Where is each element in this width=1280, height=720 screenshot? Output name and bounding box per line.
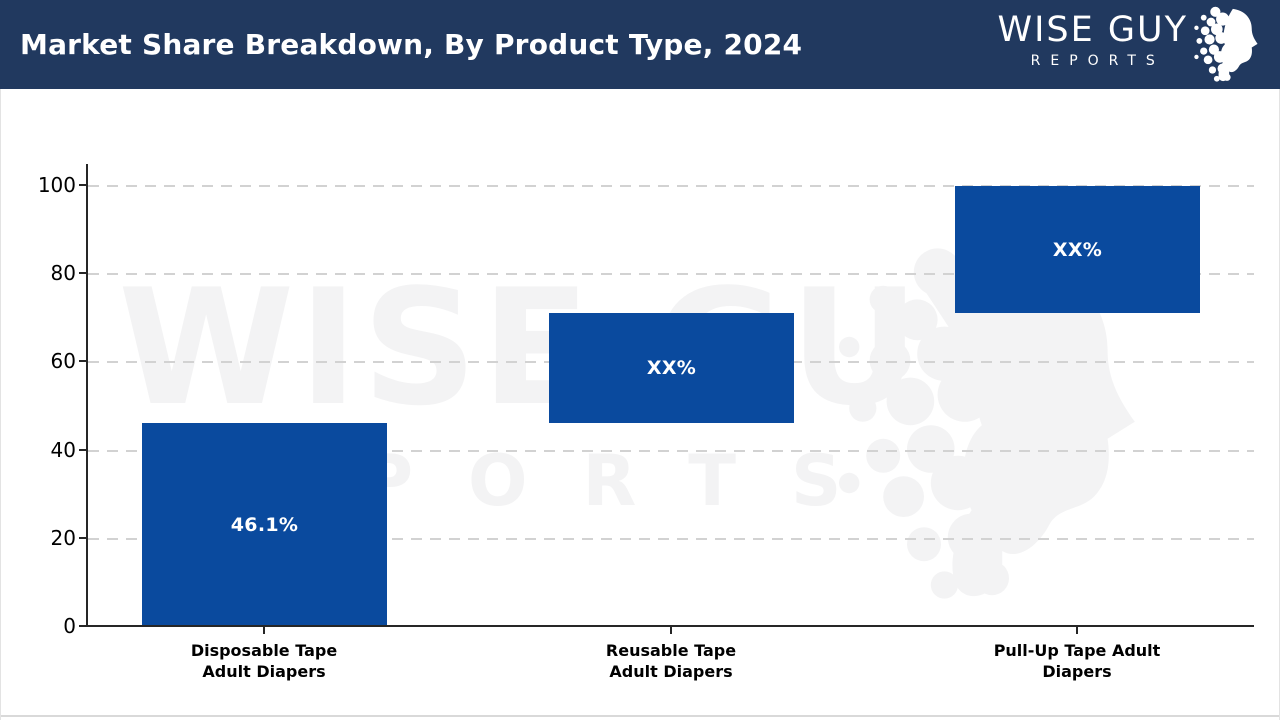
logo-wiseguy-text: WISE GUY — [997, 10, 1188, 50]
gridline-20 — [88, 538, 1254, 540]
bar-value-label: XX% — [646, 357, 697, 379]
x-category-label-disposable: Disposable Tape Adult Diapers — [190, 641, 338, 681]
y-axis-line — [86, 164, 88, 627]
y-tick — [79, 184, 87, 186]
header-bar: Market Share Breakdown, By Product Type,… — [0, 0, 1280, 89]
bar-pullup-tape: XX% — [955, 186, 1200, 313]
bar-disposable-tape: 46.1% — [142, 423, 387, 626]
y-tick-label-0: 0 — [63, 614, 76, 638]
y-tick — [79, 272, 87, 274]
x-tick — [670, 627, 672, 634]
x-tick — [1076, 627, 1078, 634]
page-title: Market Share Breakdown, By Product Type,… — [20, 28, 803, 61]
bar-value-label: XX% — [1052, 238, 1103, 261]
y-tick — [79, 537, 87, 539]
x-tick — [263, 627, 265, 634]
x-category-label-pullup: Pull-Up Tape Adult Diapers — [993, 641, 1161, 681]
logo-head-icon — [1186, 6, 1268, 86]
x-axis-line — [86, 625, 1254, 627]
y-tick-label-100: 100 — [37, 173, 76, 197]
bottom-divider — [0, 715, 1280, 717]
y-tick — [79, 625, 87, 627]
y-tick-label-60: 60 — [50, 349, 76, 373]
bar-value-label: 46.1% — [230, 513, 299, 536]
y-tick-label-80: 80 — [50, 261, 76, 285]
bar-reusable-tape: XX% — [549, 313, 794, 423]
gridline-100 — [88, 185, 1254, 187]
gridline-40 — [88, 450, 1254, 452]
left-border — [0, 89, 1, 720]
y-tick-label-20: 20 — [50, 526, 76, 550]
logo-reports-text: REPORTS — [1030, 53, 1165, 69]
gridline-80 — [88, 273, 1254, 275]
x-category-label-reusable: Reusable Tape Adult Diapers — [605, 641, 737, 681]
y-tick-label-40: 40 — [50, 438, 76, 462]
wise-guy-reports-logo: WISE GUY REPORTS — [997, 4, 1268, 88]
y-tick — [79, 449, 87, 451]
y-tick — [79, 360, 87, 362]
